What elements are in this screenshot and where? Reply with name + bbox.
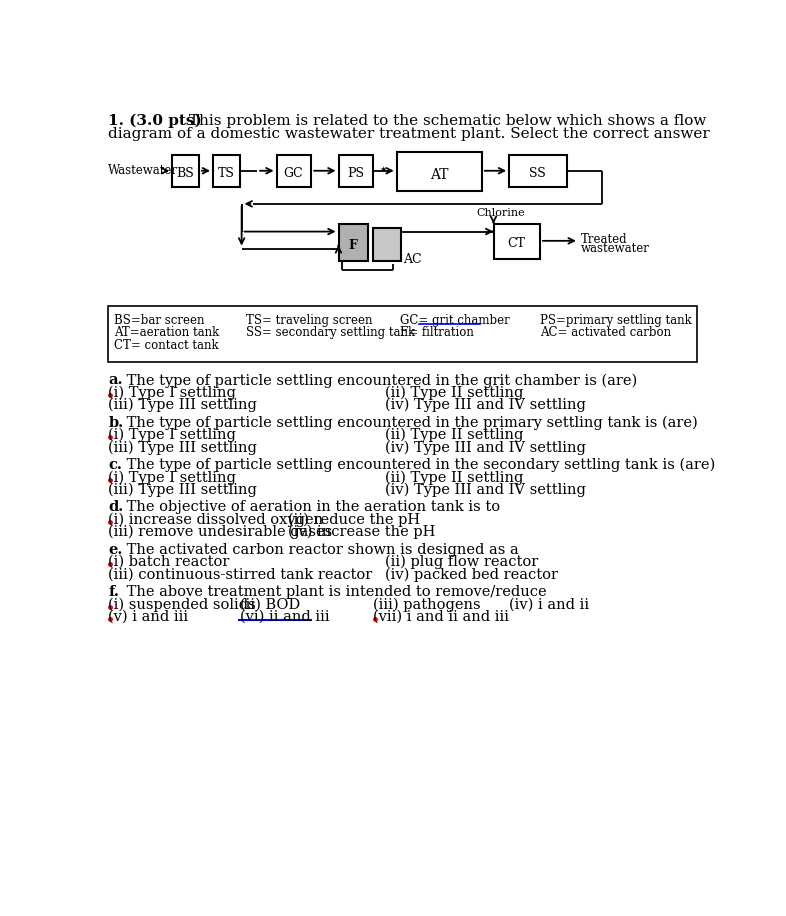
Text: (i) suspended solids: (i) suspended solids <box>108 597 256 612</box>
Text: ★: ★ <box>380 165 387 174</box>
Bar <box>108 306 697 362</box>
Text: The type of particle settling encountered in the grit chamber is (are): The type of particle settling encountere… <box>122 373 637 387</box>
Text: AT: AT <box>430 168 449 181</box>
Text: a.: a. <box>108 373 123 387</box>
Text: The above treatment plant is intended to remove/reduce: The above treatment plant is intended to… <box>122 585 546 599</box>
Bar <box>172 155 199 187</box>
Text: d.: d. <box>108 500 123 514</box>
Text: BS=bar screen: BS=bar screen <box>114 314 204 327</box>
Text: AT=aeration tank: AT=aeration tank <box>114 326 219 339</box>
Text: (i) Type I settling: (i) Type I settling <box>108 386 237 400</box>
Bar <box>339 155 373 187</box>
Text: (ii) Type II settling: (ii) Type II settling <box>385 428 523 442</box>
Text: (iii) Type III settling: (iii) Type III settling <box>108 398 257 412</box>
Text: PS=primary settling tank: PS=primary settling tank <box>540 314 692 327</box>
Bar <box>494 224 540 258</box>
Text: (v) i and iii: (v) i and iii <box>108 610 189 624</box>
Text: F= filtration: F= filtration <box>401 326 475 339</box>
Text: (ii) BOD: (ii) BOD <box>240 597 300 611</box>
Text: (vii) i and ii and iii: (vii) i and ii and iii <box>373 610 509 624</box>
Text: (i) Type I settling: (i) Type I settling <box>108 470 237 485</box>
Text: This problem is related to the schematic below which shows a flow: This problem is related to the schematic… <box>183 114 706 127</box>
Text: Wastewater: Wastewater <box>108 164 178 178</box>
Bar <box>339 224 368 261</box>
Text: AC= activated carbon: AC= activated carbon <box>540 326 671 339</box>
Text: (iv) packed bed reactor: (iv) packed bed reactor <box>385 567 558 582</box>
Text: TS: TS <box>218 167 234 180</box>
Text: The type of particle settling encountered in the secondary settling tank is (are: The type of particle settling encountere… <box>122 458 714 473</box>
Text: (iv) increase the pH: (iv) increase the pH <box>288 525 435 540</box>
Text: CT: CT <box>508 237 526 250</box>
Text: (iii) pathogens: (iii) pathogens <box>373 597 481 612</box>
Text: 1. (3.0 pts): 1. (3.0 pts) <box>108 114 202 128</box>
Text: GC= grit chamber: GC= grit chamber <box>401 314 510 327</box>
Text: (i) batch reactor: (i) batch reactor <box>108 555 230 569</box>
Text: (iv) i and ii: (iv) i and ii <box>509 597 590 611</box>
Text: AC: AC <box>403 253 421 267</box>
Text: CT= contact tank: CT= contact tank <box>114 339 219 352</box>
Text: (iv) Type III and IV settling: (iv) Type III and IV settling <box>385 398 586 412</box>
Bar <box>213 155 240 187</box>
Text: The type of particle settling encountered in the primary settling tank is (are): The type of particle settling encountere… <box>122 416 697 430</box>
Bar <box>373 228 401 261</box>
Text: (iv) Type III and IV settling: (iv) Type III and IV settling <box>385 441 586 454</box>
Text: PS: PS <box>347 167 364 180</box>
Text: (ii) Type II settling: (ii) Type II settling <box>385 386 523 400</box>
Text: (iii) Type III settling: (iii) Type III settling <box>108 441 257 454</box>
Text: c.: c. <box>108 458 122 472</box>
Text: f.: f. <box>108 585 119 599</box>
Text: BS: BS <box>176 167 194 180</box>
Text: Treated: Treated <box>581 233 628 246</box>
Text: (ii) plug flow reactor: (ii) plug flow reactor <box>385 555 538 570</box>
Text: (iii) continuous-stirred tank reactor: (iii) continuous-stirred tank reactor <box>108 567 373 582</box>
Text: (vi) ii and iii: (vi) ii and iii <box>240 610 329 624</box>
Text: SS: SS <box>529 167 546 180</box>
Bar <box>277 155 311 187</box>
Text: The objective of aeration in the aeration tank is to: The objective of aeration in the aeratio… <box>122 500 500 514</box>
Text: The activated carbon reactor shown is designed as a: The activated carbon reactor shown is de… <box>122 542 518 557</box>
Text: SS= secondary settling tank: SS= secondary settling tank <box>245 326 415 339</box>
Text: (ii) reduce the pH: (ii) reduce the pH <box>288 513 421 527</box>
Text: TS= traveling screen: TS= traveling screen <box>245 314 372 327</box>
Text: (i) Type I settling: (i) Type I settling <box>108 428 237 442</box>
Text: GC: GC <box>284 167 303 180</box>
Text: (i) increase dissolved oxygen: (i) increase dissolved oxygen <box>108 513 324 527</box>
Text: b.: b. <box>108 416 123 430</box>
Text: (iv) Type III and IV settling: (iv) Type III and IV settling <box>385 483 586 497</box>
Text: (ii) Type II settling: (ii) Type II settling <box>385 470 523 485</box>
Text: (iii) Type III settling: (iii) Type III settling <box>108 483 257 497</box>
Bar <box>397 152 482 191</box>
Text: (iii) remove undesirable gases: (iii) remove undesirable gases <box>108 525 332 540</box>
Text: wastewater: wastewater <box>581 243 650 256</box>
Bar <box>509 155 567 187</box>
Text: e.: e. <box>108 542 123 557</box>
Text: Chlorine: Chlorine <box>476 209 525 219</box>
Text: diagram of a domestic wastewater treatment plant. Select the correct answer: diagram of a domestic wastewater treatme… <box>108 126 710 141</box>
Text: F: F <box>349 238 358 252</box>
